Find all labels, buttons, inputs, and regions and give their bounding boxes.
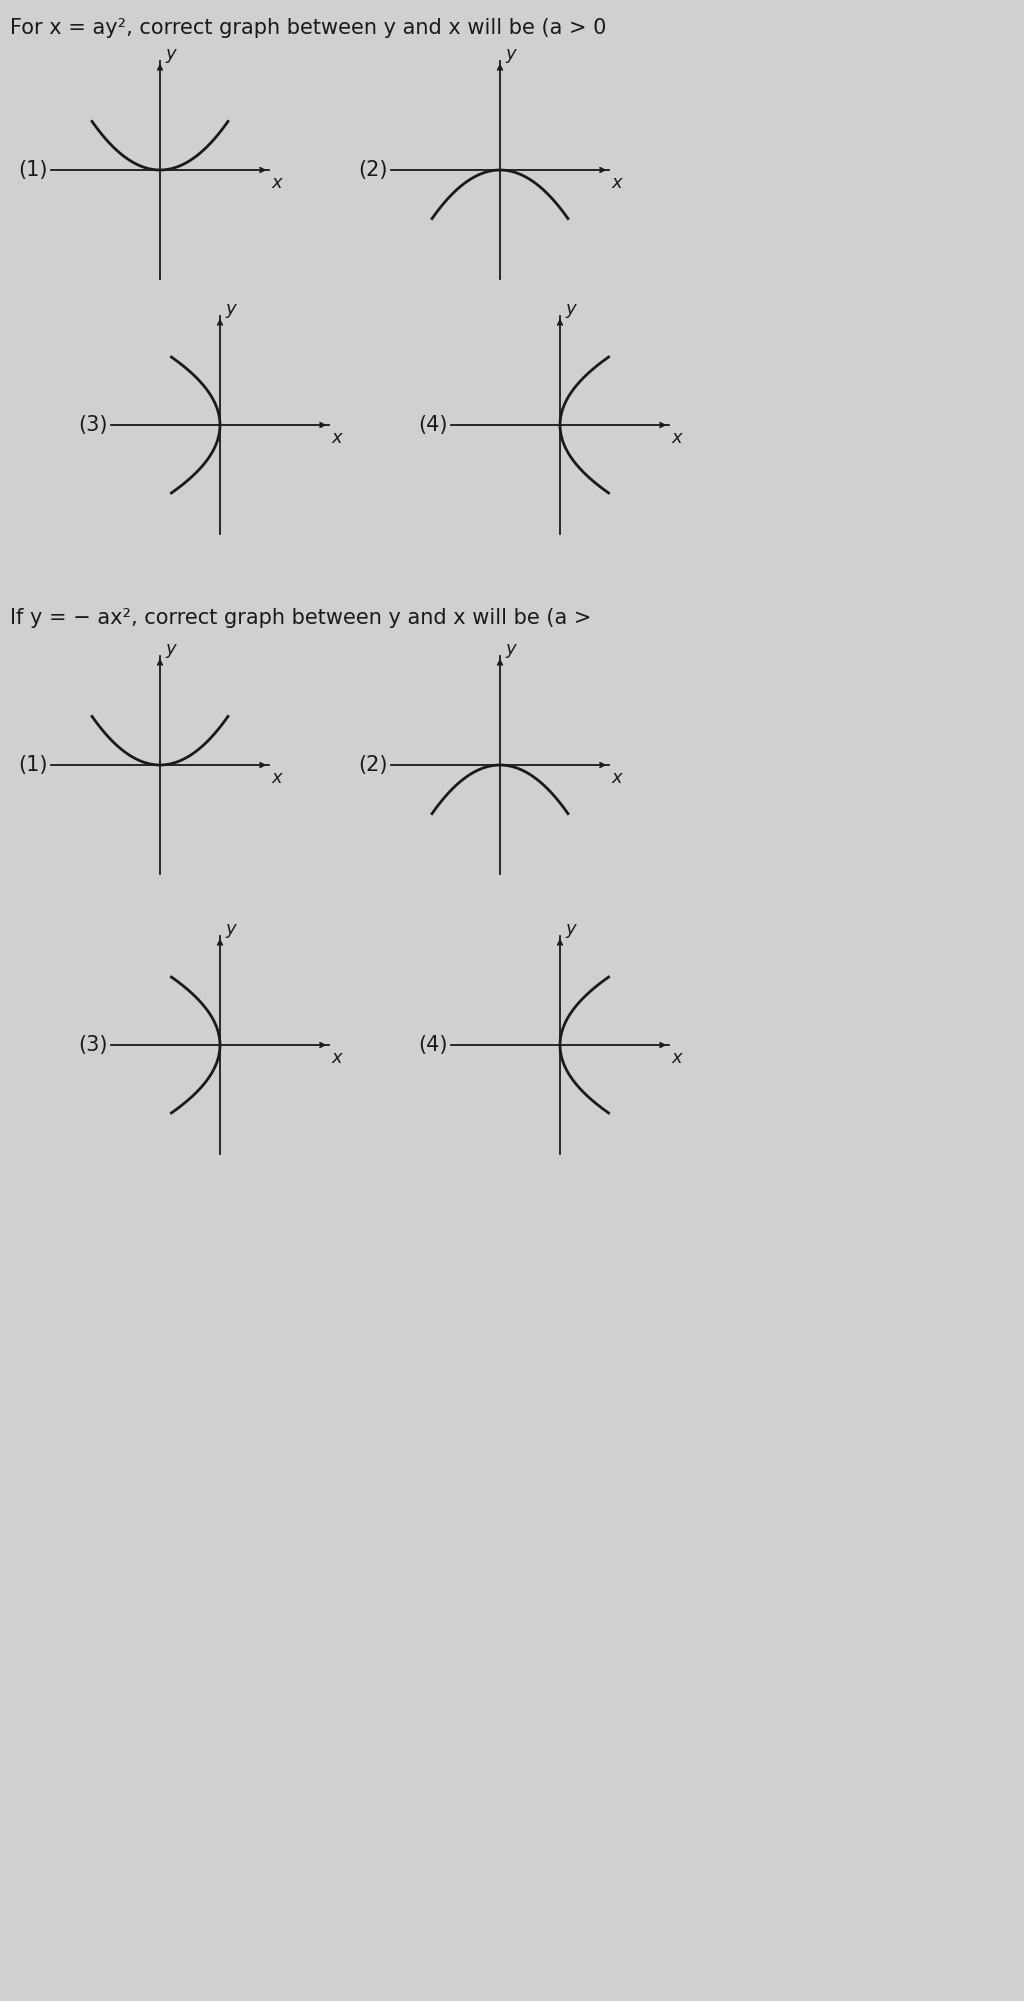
Text: x: x (672, 428, 682, 446)
Text: x: x (332, 1049, 342, 1067)
Text: (2): (2) (358, 754, 388, 774)
Text: y: y (165, 46, 176, 64)
Text: (4): (4) (418, 1035, 447, 1055)
Text: (1): (1) (18, 160, 47, 180)
Text: (3): (3) (78, 1035, 108, 1055)
Text: (1): (1) (18, 754, 47, 774)
Text: (4): (4) (418, 414, 447, 434)
Text: y: y (565, 920, 575, 938)
Text: y: y (225, 300, 236, 318)
Text: y: y (225, 920, 236, 938)
Text: x: x (271, 768, 283, 786)
Text: x: x (611, 768, 623, 786)
Text: y: y (505, 640, 516, 658)
Text: (3): (3) (78, 414, 108, 434)
Text: (2): (2) (358, 160, 388, 180)
Text: If y = − ax², correct graph between y and x will be (a >: If y = − ax², correct graph between y an… (10, 608, 592, 628)
Text: y: y (505, 46, 516, 64)
Text: x: x (271, 174, 283, 192)
Text: y: y (165, 640, 176, 658)
Text: For x = ay², correct graph between y and x will be (a > 0: For x = ay², correct graph between y and… (10, 18, 606, 38)
Text: x: x (611, 174, 623, 192)
Text: x: x (332, 428, 342, 446)
Text: x: x (672, 1049, 682, 1067)
Text: y: y (565, 300, 575, 318)
